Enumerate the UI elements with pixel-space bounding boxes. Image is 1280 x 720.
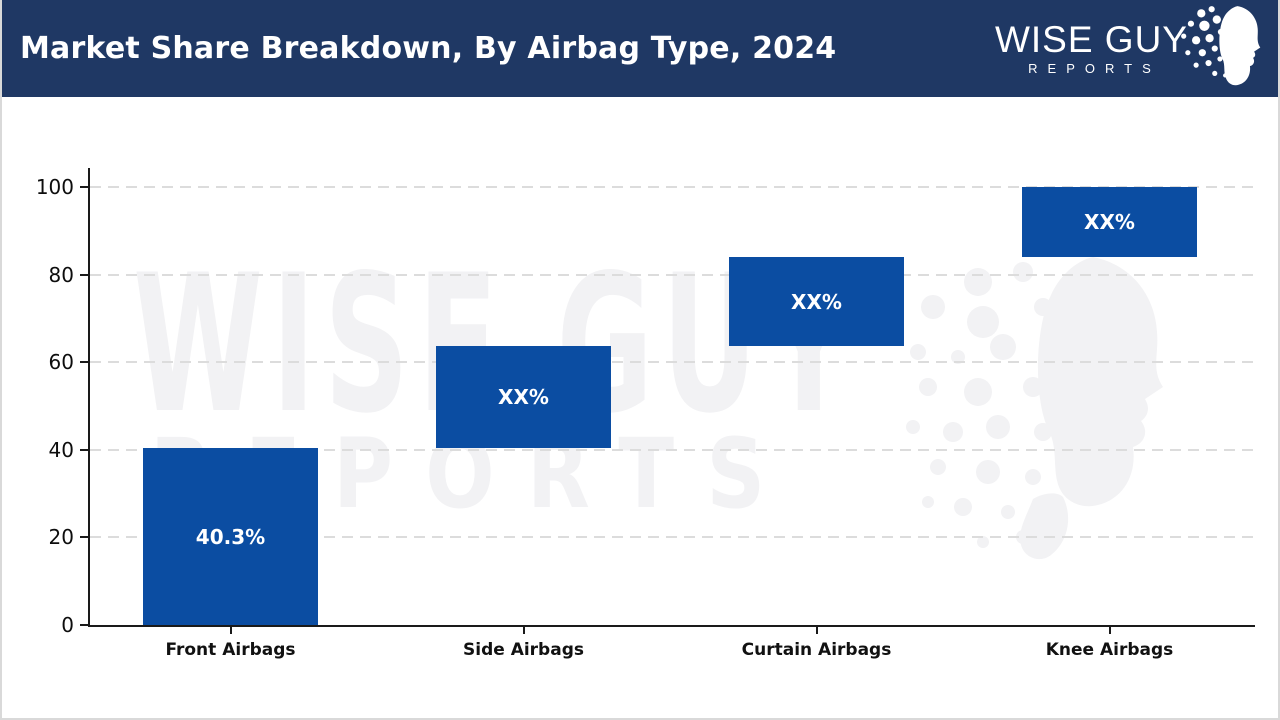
header-bar: Market Share Breakdown, By Airbag Type, … (0, 0, 1280, 97)
y-tick-label-0: 0 (61, 613, 74, 637)
bar-side-airbags: XX% (436, 345, 611, 449)
category-label-2: Side Airbags (463, 640, 584, 660)
gridline-60 (90, 361, 1255, 364)
gridline-20 (90, 536, 1255, 539)
bar-value-label: XX% (1084, 210, 1135, 235)
y-tick-label-40: 40 (48, 437, 74, 462)
category-label-4: Knee Airbags (1045, 640, 1174, 660)
y-tick-label-20: 20 (48, 525, 74, 550)
x-axis-tick-4 (1108, 627, 1111, 634)
y-axis-tick-0 (80, 624, 88, 626)
watermark-head-profile-icon (893, 247, 1173, 571)
y-axis-line (88, 168, 90, 626)
x-axis-tick-3 (815, 627, 818, 634)
chart-area: WISE GUY REPORTS 0 20 40 60 80 100 40.3% Front … (0, 97, 1280, 720)
y-axis-tick-40 (80, 448, 88, 451)
y-axis-tick-20 (80, 536, 88, 539)
x-axis-tick-2 (522, 627, 525, 634)
category-label-1: Front Airbags (165, 640, 296, 660)
gridline-40 (90, 448, 1255, 451)
head-profile-icon (1174, 3, 1270, 95)
bar-value-label: 40.3% (195, 524, 266, 549)
brand-logo: WISE GUY REPORTS (995, 3, 1270, 95)
y-tick-label-80: 80 (48, 262, 74, 287)
y-axis-tick-80 (80, 273, 88, 276)
bar-value-label: XX% (498, 385, 549, 410)
gridline-100 (90, 186, 1255, 188)
bar-front-airbags: 40.3% (143, 448, 318, 625)
bar-knee-airbags: XX% (1022, 187, 1197, 258)
category-label-3: Curtain Airbags (741, 640, 892, 660)
y-tick-label-60: 60 (48, 350, 74, 375)
brand-name: WISE GUY (994, 19, 1188, 60)
y-axis-tick-100 (80, 186, 88, 188)
x-axis-line (88, 625, 1255, 627)
y-axis-tick-60 (80, 361, 88, 364)
brand-logo-text: WISE GUY REPORTS (995, 21, 1188, 76)
page-title: Market Share Breakdown, By Airbag Type, … (20, 31, 837, 66)
gridline-80 (90, 273, 1255, 276)
brand-subname: REPORTS (1028, 61, 1161, 76)
y-tick-label-100: 100 (35, 175, 74, 199)
x-axis-tick-1 (229, 627, 232, 634)
bar-value-label: XX% (791, 289, 842, 314)
bar-curtain-airbags: XX% (729, 257, 904, 346)
